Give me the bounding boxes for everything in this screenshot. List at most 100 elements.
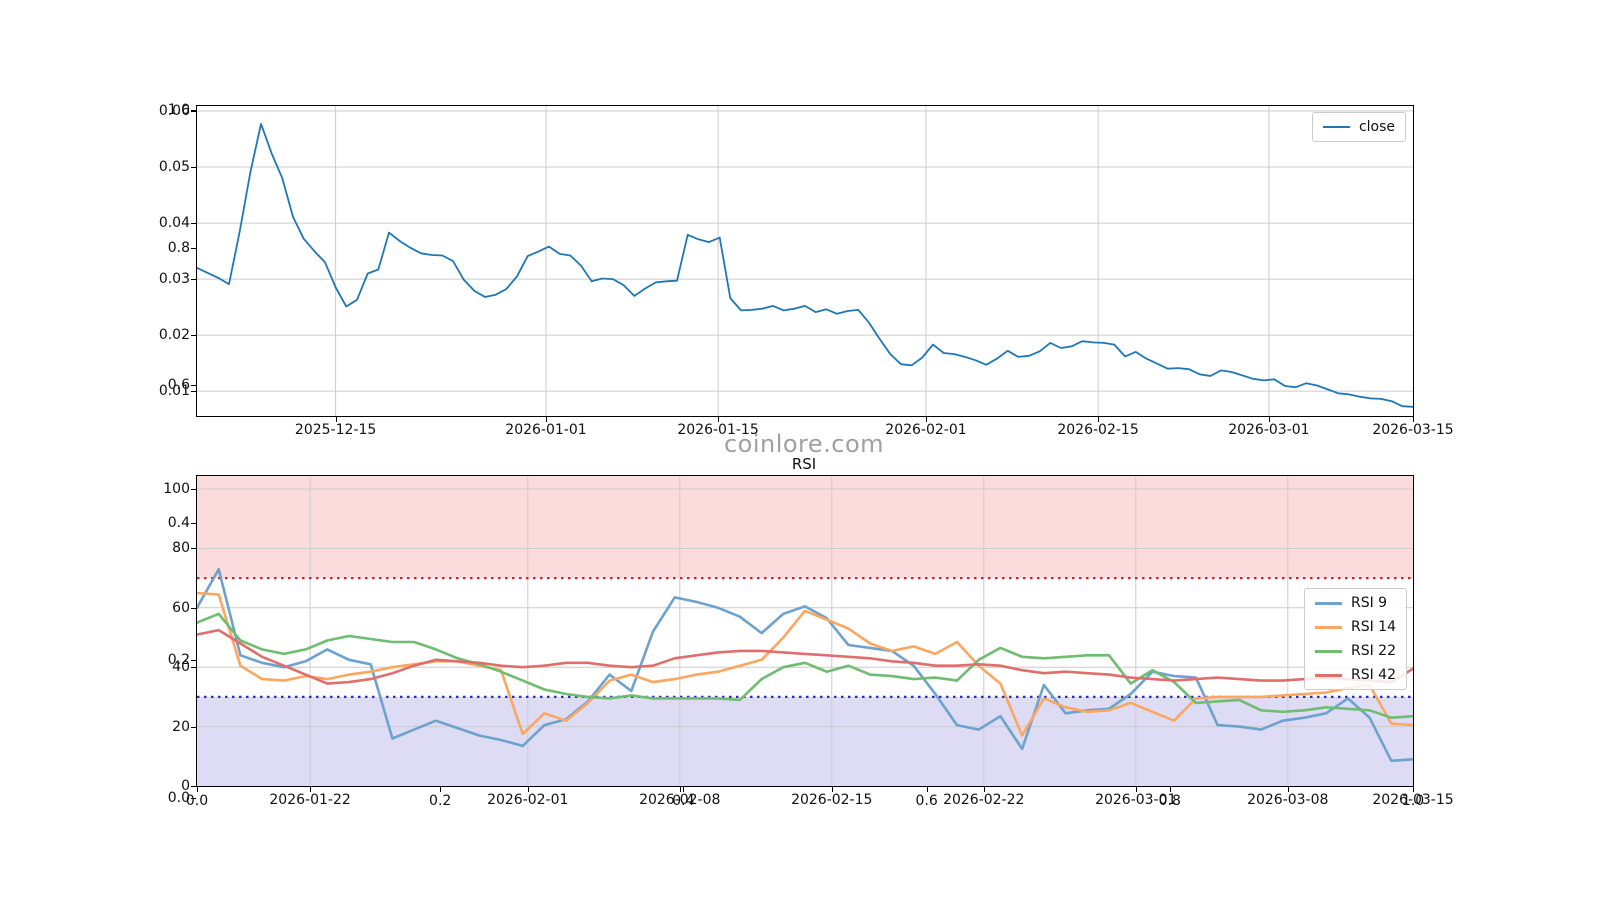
y-tick-label: 60 [172,599,190,616]
legend-item-rsi-22: RSI 22 [1314,643,1396,659]
x-tick-label: 2026-03-01 [1095,792,1177,808]
price-legend: close [1311,112,1406,142]
axis-tick-mark [528,787,529,792]
y-tick-label: 0.02 [158,327,190,344]
axis-tick-mark [191,798,196,799]
axis-tick-mark [1413,787,1414,792]
y-tick-label: 0.06 [158,103,190,120]
y-tick-label: 0.05 [158,159,190,176]
axis-tick-mark [191,335,196,336]
price-chart: close [196,105,1414,417]
x-tick-label: 2026-02-01 [487,792,569,808]
legend-line-swatch [1314,625,1342,629]
axis-tick-mark [191,167,196,168]
overlay-y-label: 0.8 [167,240,190,256]
overlay-x-label: 0.2 [429,793,452,809]
x-tick-label: 2026-01-22 [269,792,351,808]
y-tick-label: 80 [172,540,190,557]
axis-tick-mark [191,110,196,111]
rsi-legend: RSI 9 RSI 14 RSI 22 RSI 42 [1303,588,1407,690]
x-tick-label: 2026-02-15 [791,792,873,808]
axis-tick-mark [927,787,928,792]
legend-item-rsi-9: RSI 9 [1314,595,1396,611]
overlay-y-label: 0.2 [167,652,190,668]
legend-label: RSI 9 [1350,595,1388,611]
x-tick-label: 2025-12-15 [294,422,377,438]
axis-tick-mark [1288,787,1289,792]
overlay-x-label: 0.6 [915,793,938,809]
overlay-x-label: 0.8 [1158,793,1181,809]
axis-tick-mark [191,786,196,787]
x-tick-label: 2026-02-22 [943,792,1025,808]
legend-line-swatch [1322,126,1350,128]
legend-item-rsi-14: RSI 14 [1314,619,1396,635]
axis-tick-mark [191,248,196,249]
axis-tick-mark [191,385,196,386]
overlay-x-label: 0.0 [185,793,209,809]
axis-tick-mark [926,417,927,422]
legend-line-swatch [1314,673,1342,677]
y-tick-label: 100 [163,481,190,498]
y-tick-label: 0.04 [158,215,190,232]
legend-label: RSI 14 [1350,619,1396,635]
axis-tick-mark [680,787,681,792]
overlay-y-label: 1.0 [167,102,190,118]
axis-tick-mark [191,111,196,112]
legend-label: close [1358,119,1395,135]
x-tick-label: 2026-03-08 [1247,792,1329,808]
legend-line-swatch [1314,601,1342,605]
x-tick-label: 2026-01-01 [505,422,587,438]
overlay-x-label: 0.4 [672,793,695,809]
legend-line-swatch [1314,649,1342,653]
legend-item-rsi-42: RSI 42 [1314,667,1396,683]
x-tick-label: 2026-03-01 [1228,422,1310,438]
axis-tick-mark [191,660,196,661]
price-series-plot [197,106,1413,416]
axis-tick-mark [1413,417,1414,422]
axis-tick-mark [191,279,196,280]
overlay-x-label: 1.0 [1401,793,1425,809]
x-tick-label: 2026-02-08 [639,792,721,808]
x-tick-label: 2026-02-15 [1057,422,1139,438]
axis-tick-mark [336,417,337,422]
axis-tick-mark [1170,787,1171,792]
axis-tick-mark [191,667,196,668]
y-tick-label: 0.03 [158,271,190,288]
axis-tick-mark [832,787,833,792]
axis-tick-mark [683,787,684,792]
y-tick-label: 40 [172,659,190,676]
axis-tick-mark [546,417,547,422]
axis-tick-mark [191,489,196,490]
axis-tick-mark [1269,417,1270,422]
legend-label: RSI 22 [1350,643,1396,659]
axis-tick-mark [191,523,196,524]
x-tick-label: 2026-01-15 [677,422,759,438]
axis-tick-mark [984,787,985,792]
x-tick-label: 2026-02-01 [885,422,967,438]
x-tick-label: 2026-03-15 [1372,792,1454,808]
watermark-text: coinlore.com [723,430,885,458]
axis-tick-mark [191,727,196,728]
axis-tick-mark [191,548,196,549]
axis-tick-mark [191,223,196,224]
x-tick-label: 2026-03-15 [1372,422,1454,438]
axis-tick-mark [197,787,198,792]
legend-item-close: close [1322,119,1395,135]
rsi-chart-title: RSI [791,455,817,473]
rsi-chart: RSI 9 RSI 14 RSI 22 RSI 42 [196,475,1414,787]
legend-label: RSI 42 [1350,667,1396,683]
axis-tick-mark [440,787,441,792]
axis-tick-mark [191,391,196,392]
axis-tick-mark [1098,417,1099,422]
axis-tick-mark [310,787,311,792]
axis-tick-mark [191,608,196,609]
rsi-series-plot [197,476,1413,786]
y-tick-label: 0.01 [158,383,190,400]
overlay-y-label: 0.0 [167,790,190,806]
overlay-y-label: 0.4 [167,515,190,531]
axis-tick-mark [1136,787,1137,792]
overlay-y-label: 0.6 [167,377,190,393]
axis-tick-mark [718,417,719,422]
y-tick-label: 0 [181,778,190,794]
